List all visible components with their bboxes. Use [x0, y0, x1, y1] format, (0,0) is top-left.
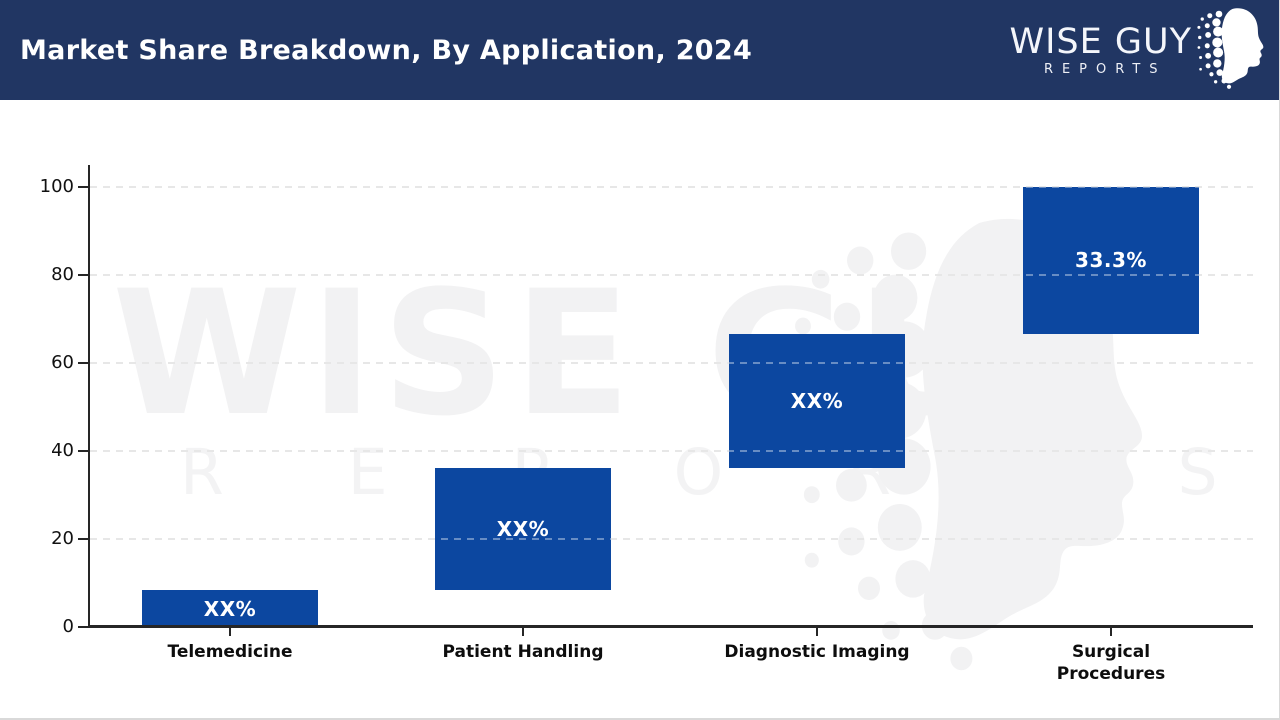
bar-value-label-patient-handling: XX% — [496, 517, 550, 542]
y-tick-20 — [78, 538, 88, 540]
y-tick-60 — [78, 362, 88, 364]
x-category-label-telemedicine: Telemedicine — [167, 642, 293, 662]
gridline-100 — [90, 186, 1253, 188]
y-tick-label-20: 20 — [51, 528, 74, 549]
gridline-overlay-80 — [90, 274, 1253, 276]
wiseguy-logo-text: WISE GUY REPORTS — [1009, 21, 1192, 77]
gridline-overlay-20 — [90, 538, 1253, 540]
wiseguy-logo: WISE GUY REPORTS — [1009, 4, 1270, 96]
bar-patient-handling: XX% — [435, 468, 611, 591]
gridline-overlay-100 — [90, 186, 1253, 188]
gridline-overlay-60 — [90, 362, 1253, 364]
gridline-60 — [90, 362, 1253, 364]
wiseguy-face-logo-icon — [1197, 8, 1264, 89]
wiseguy-logo-reports: REPORTS — [1043, 61, 1167, 77]
y-axis-line — [88, 165, 90, 627]
y-tick-label-100: 100 — [39, 176, 74, 197]
header-band: Market Share Breakdown, By Application, … — [0, 0, 1279, 100]
x-tick-diagnostic-imaging — [816, 627, 818, 636]
bar-value-label-surgical-procedures: 33.3% — [1075, 248, 1147, 273]
y-tick-label-80: 80 — [51, 264, 74, 285]
x-tick-telemedicine — [229, 627, 231, 636]
wiseguy-logo-name: WISE GUY — [1009, 21, 1192, 62]
gridline-80 — [90, 274, 1253, 276]
x-category-label-patient-handling: Patient Handling — [442, 642, 604, 662]
face-dots — [1197, 8, 1264, 89]
y-tick-100 — [78, 186, 88, 188]
y-tick-label-60: 60 — [51, 352, 74, 373]
bar-surgical-procedures: 33.3% — [1023, 187, 1199, 334]
bar-value-label-telemedicine: XX% — [203, 596, 257, 621]
y-tick-40 — [78, 450, 88, 452]
gridline-40 — [90, 450, 1253, 452]
x-axis-line — [88, 625, 1253, 628]
x-tick-surgical-procedures — [1110, 627, 1112, 636]
gridline-20 — [90, 538, 1253, 540]
y-tick-80 — [78, 274, 88, 276]
bar-diagnostic-imaging: XX% — [729, 333, 905, 469]
gridline-overlay-40 — [90, 450, 1253, 452]
y-tick-0 — [78, 626, 88, 628]
x-category-label-diagnostic-imaging: Diagnostic Imaging — [724, 642, 910, 662]
y-tick-label-0: 0 — [62, 616, 74, 637]
x-category-label-surgical-procedures: Surgical Procedures — [1056, 642, 1166, 685]
y-tick-label-40: 40 — [51, 440, 74, 461]
bar-telemedicine: XX% — [142, 590, 318, 627]
bar-value-label-diagnostic-imaging: XX% — [790, 388, 844, 413]
x-tick-patient-handling — [522, 627, 524, 636]
page-title: Market Share Breakdown, By Application, … — [20, 34, 753, 66]
chart-plot-area: 0 20 40 60 80 100 XX% XX% XX% 33.3% Telemedicine Pa… — [40, 165, 1253, 684]
